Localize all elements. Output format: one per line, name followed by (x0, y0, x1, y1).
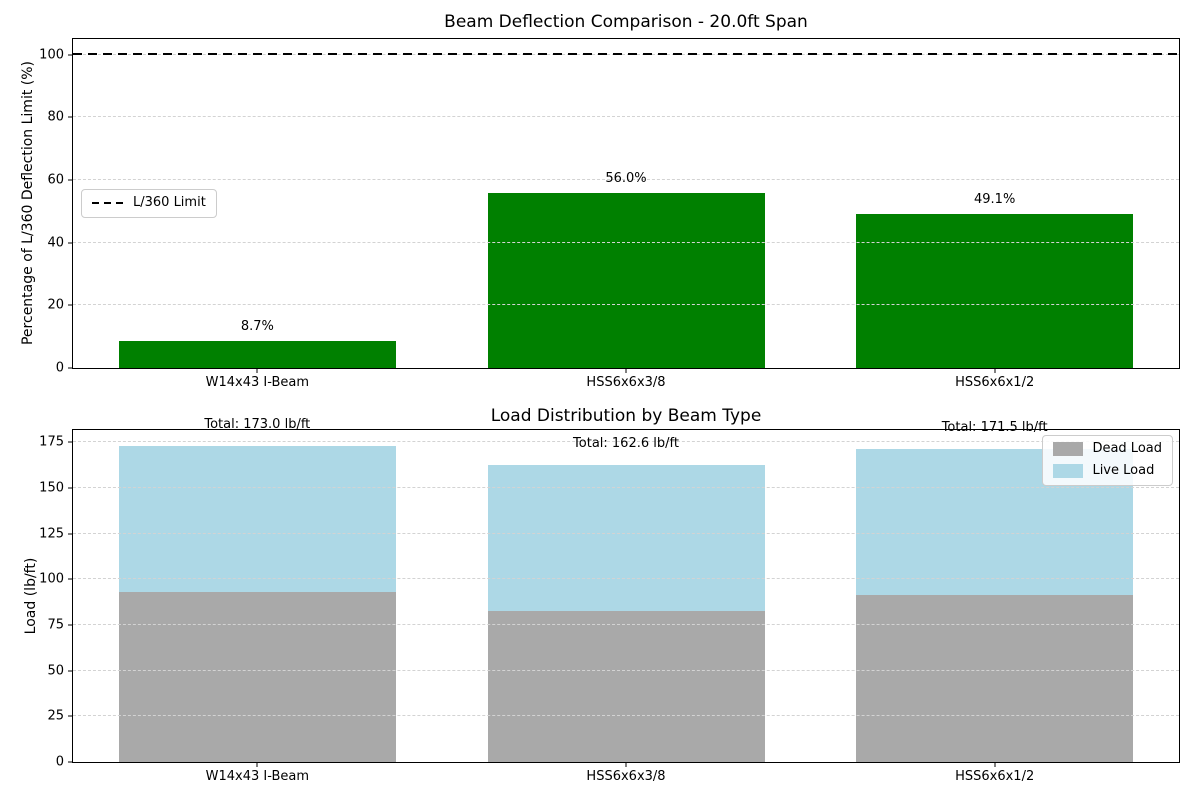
legend-label-live-load: Live Load (1092, 462, 1155, 478)
bar-segment-live-load (118, 445, 396, 593)
x-tick-mark (625, 368, 627, 373)
y-tick-label: 125 (39, 526, 64, 542)
y-tick-label: 175 (39, 434, 64, 450)
total-label: Total: 162.6 lb/ft (573, 435, 679, 451)
bar-segment-dead-load (487, 611, 765, 762)
gridline (73, 441, 1179, 443)
gridline (73, 241, 1179, 243)
y-tick-label: 20 (47, 297, 64, 313)
y-tick-label: 150 (39, 480, 64, 496)
value-label: 49.1% (974, 192, 1016, 208)
y-tick-mark (68, 533, 73, 535)
gridline (73, 304, 1179, 306)
loads-legend: Dead Load Live Load (1042, 435, 1173, 486)
gridline (73, 623, 1179, 625)
y-tick-mark (68, 761, 73, 763)
x-tick-label: HSS6x6x3/8 (586, 375, 666, 390)
y-tick-mark (68, 715, 73, 717)
x-tick-label: HSS6x6x1/2 (955, 769, 1035, 784)
x-tick-label: W14x43 I-Beam (205, 769, 310, 784)
total-label: Total: 171.5 lb/ft (941, 419, 1048, 435)
x-tick-mark (994, 368, 996, 373)
y-tick-label: 75 (47, 617, 64, 633)
legend-item-dead-load: Dead Load (1053, 441, 1162, 457)
y-tick-label: 100 (39, 47, 64, 63)
bar-segment-dead-load (856, 594, 1134, 762)
legend-label-l360-limit: L/360 Limit (133, 195, 206, 210)
x-tick-mark (625, 762, 627, 767)
loads-plot-area: Dead Load Live Load 0 25 50 75 100 125 150 175 W… (39, 418, 1180, 783)
x-tick-label: HSS6x6x1/2 (955, 375, 1035, 390)
deflection-legend: L/360 Limit (81, 189, 217, 218)
y-tick-mark (68, 116, 73, 118)
loads-y-axis-label: Load (lb/ft) (23, 557, 39, 635)
y-tick-mark (68, 242, 73, 244)
gridline (73, 532, 1179, 534)
bar-segment-live-load (487, 464, 765, 612)
y-tick-mark (68, 441, 73, 443)
legend-item-live-load: Live Load (1053, 462, 1162, 479)
deflection-plot-area: L/360 Limit 0 20 40 60 80 100 W14x43 I-Beam 8.7… (39, 38, 1180, 389)
y-tick-mark (68, 670, 73, 672)
y-tick-mark (68, 54, 73, 56)
value-label: 8.7% (240, 318, 274, 334)
dead-load-swatch-icon (1053, 442, 1084, 457)
gridline (73, 116, 1179, 118)
y-tick-mark (68, 179, 73, 181)
y-tick-mark (68, 367, 73, 369)
loads-chart-title: Load Distribution by Beam Type (490, 406, 762, 426)
y-tick-mark (68, 304, 73, 306)
y-tick-label: 0 (55, 360, 64, 376)
gridline (73, 669, 1179, 671)
live-load-swatch-icon (1053, 464, 1084, 479)
y-tick-mark (68, 487, 73, 489)
x-tick-mark (256, 368, 258, 373)
x-tick-mark (994, 762, 996, 767)
x-tick-label: W14x43 I-Beam (205, 375, 310, 390)
y-tick-label: 80 (47, 109, 64, 125)
deflection-y-axis-label: Percentage of L/360 Deflection Limit (%) (20, 60, 36, 346)
deflection-bar (487, 192, 765, 368)
deflection-bar (856, 214, 1134, 368)
y-tick-label: 40 (47, 235, 64, 251)
dashed-line-swatch-icon (92, 202, 124, 205)
y-tick-label: 25 (47, 708, 64, 724)
x-tick-label: HSS6x6x3/8 (586, 769, 666, 784)
gridline (73, 578, 1179, 580)
x-tick-mark (256, 762, 258, 767)
y-tick-label: 0 (55, 754, 64, 770)
deflection-chart-title: Beam Deflection Comparison - 20.0ft Span (444, 12, 808, 32)
legend-label-dead-load: Dead Load (1092, 441, 1162, 456)
y-tick-mark (68, 578, 73, 580)
gridline (73, 486, 1179, 488)
y-tick-mark (68, 624, 73, 626)
reference-line (73, 52, 1179, 55)
y-tick-label: 50 (47, 663, 64, 679)
gridline (73, 179, 1179, 180)
y-tick-label: 100 (39, 571, 64, 587)
deflection-bar (118, 340, 396, 368)
total-label: Total: 173.0 lb/ft (204, 416, 311, 432)
legend-item-l360-limit: L/360 Limit (92, 195, 206, 211)
value-label: 56.0% (605, 170, 647, 186)
y-tick-label: 60 (47, 172, 64, 188)
gridline (73, 715, 1179, 717)
bar-segment-dead-load (118, 592, 396, 762)
